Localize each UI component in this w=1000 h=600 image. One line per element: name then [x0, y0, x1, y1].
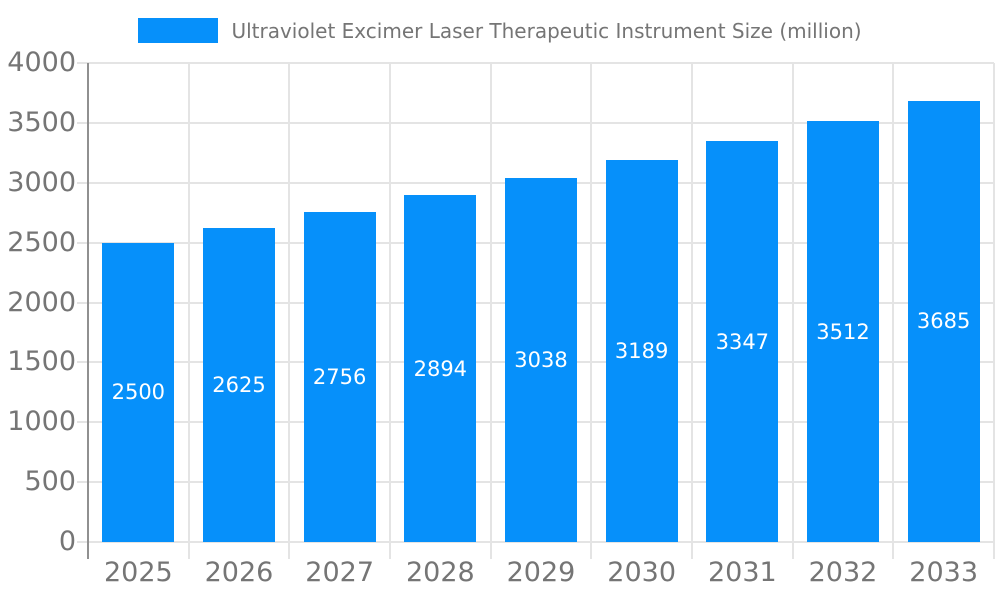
- y-axis-tick-label: 1000: [7, 406, 76, 438]
- gridline-horizontal: [88, 62, 994, 64]
- y-axis-tick-label: 2000: [7, 286, 76, 318]
- x-axis-tick-label: 2030: [607, 557, 677, 588]
- x-axis-tick: [892, 542, 895, 559]
- bar-value-label: 3347: [715, 329, 770, 354]
- x-axis-tick: [791, 542, 794, 559]
- x-axis-tick: [590, 542, 593, 559]
- legend-swatch: [138, 18, 219, 43]
- gridline-horizontal: [88, 541, 994, 543]
- y-axis-tick: [77, 62, 88, 64]
- y-axis-tick: [77, 241, 88, 244]
- x-axis-tick-label: 2028: [405, 557, 475, 588]
- bar: [303, 211, 376, 542]
- bar-value-label: 2625: [212, 372, 266, 397]
- gridline-vertical: [791, 63, 794, 542]
- x-axis-tick: [389, 542, 391, 559]
- bar-value-label: 3038: [514, 348, 568, 373]
- gridline-vertical: [892, 63, 895, 542]
- bar-value-label: 2756: [312, 364, 367, 389]
- x-axis-tick-label: 2032: [808, 557, 878, 588]
- y-axis-tick-label: 2500: [7, 226, 76, 258]
- gridline-vertical: [590, 63, 593, 542]
- x-axis-tick: [288, 542, 291, 559]
- bar: [807, 121, 879, 542]
- bar: [605, 160, 678, 542]
- y-axis-tick-label: 3500: [7, 106, 76, 138]
- y-axis-tick: [77, 541, 88, 543]
- x-axis-tick: [187, 542, 190, 559]
- y-axis-line: [87, 63, 89, 559]
- x-axis-tick-label: 2033: [909, 557, 979, 588]
- y-axis-tick-label: 500: [24, 466, 76, 498]
- bar: [907, 100, 980, 542]
- y-axis-tick-label: 4000: [7, 47, 76, 78]
- gridline-vertical: [489, 63, 492, 542]
- y-axis-tick: [77, 361, 88, 364]
- gridline-vertical: [288, 63, 291, 542]
- gridline-vertical: [389, 63, 391, 542]
- bar-value-label: 2500: [111, 380, 166, 405]
- bar: [203, 227, 275, 542]
- bar-value-label: 2894: [413, 356, 468, 381]
- bar-value-label: 3189: [614, 339, 669, 364]
- x-axis-tick-label: 2031: [707, 557, 777, 588]
- legend-label: Ultraviolet Excimer Laser Therapeutic In…: [231, 18, 862, 43]
- y-axis-tick: [77, 301, 88, 304]
- y-axis-tick: [77, 481, 88, 484]
- y-axis-tick-label: 3000: [7, 166, 76, 198]
- gridline-vertical: [993, 63, 995, 542]
- gridline-horizontal: [88, 121, 994, 124]
- y-axis-tick-label: 1500: [7, 346, 76, 378]
- x-axis-tick-label: 2027: [305, 557, 375, 588]
- y-axis-tick: [77, 121, 88, 124]
- bar: [404, 195, 477, 542]
- gridline-vertical: [691, 63, 693, 542]
- y-axis-tick-label: 0: [58, 526, 76, 557]
- bar-value-label: 3512: [816, 319, 870, 344]
- x-axis-tick: [691, 542, 693, 559]
- x-axis-tick-label: 2029: [506, 557, 576, 588]
- x-axis-tick: [489, 542, 492, 559]
- bar: [102, 242, 175, 542]
- bar: [505, 178, 577, 542]
- x-axis-tick-label: 2026: [204, 557, 274, 588]
- y-axis-tick: [77, 181, 88, 184]
- x-axis-tick-label: 2025: [103, 557, 173, 588]
- gridline-vertical: [187, 63, 190, 542]
- x-axis-tick: [993, 542, 995, 559]
- legend: Ultraviolet Excimer Laser Therapeutic In…: [0, 16, 1000, 45]
- bar: [706, 141, 779, 542]
- y-axis-tick: [77, 421, 88, 424]
- bar-value-label: 3685: [916, 309, 971, 334]
